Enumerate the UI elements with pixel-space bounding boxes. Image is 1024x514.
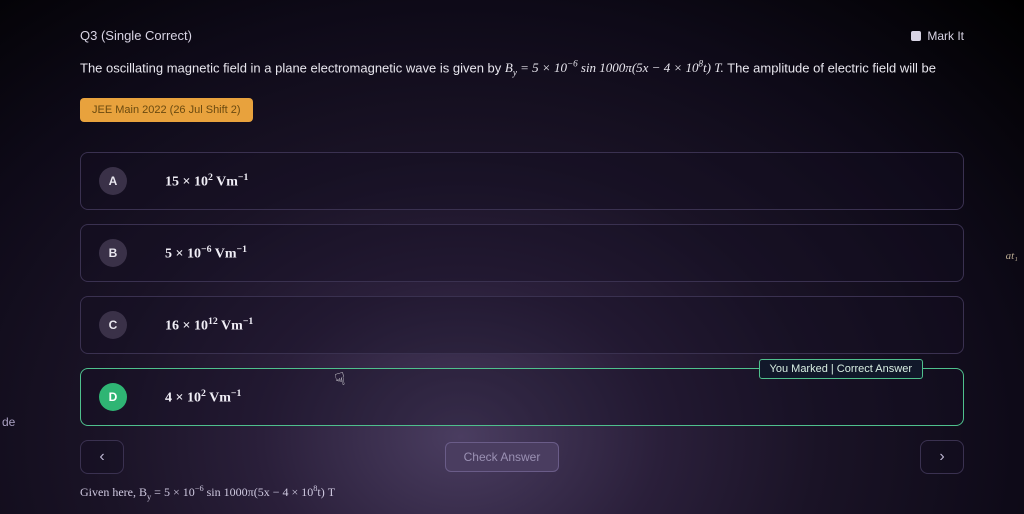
side-label-left: de [2,415,15,429]
option-text: 5 × 10−6 Vm−1 [165,244,247,263]
next-button[interactable]: › [920,440,964,474]
option-c[interactable]: C 16 × 1012 Vm−1 [80,296,964,354]
solution-preview: Given here, By = 5 × 10−6 sin 1000π(5x −… [80,484,964,501]
prev-button[interactable]: ‹ [80,440,124,474]
options-list: A 15 × 102 Vm−1 B 5 × 10−6 Vm−1 C 16 × 1012 V… [80,152,964,426]
option-letter: A [99,167,127,195]
option-a[interactable]: A 15 × 102 Vm−1 [80,152,964,210]
correct-answer-label: You Marked | Correct Answer [759,359,923,379]
option-letter: C [99,311,127,339]
option-b[interactable]: B 5 × 10−6 Vm−1 [80,224,964,282]
option-letter: D [99,383,127,411]
bookmark-icon [911,31,921,41]
option-text: 16 × 1012 Vm−1 [165,316,253,335]
option-text: 4 × 102 Vm−1 [165,388,241,407]
check-answer-button[interactable]: Check Answer [445,442,560,472]
option-text: 15 × 102 Vm−1 [165,172,248,191]
question-text: The oscillating magnetic field in a plan… [80,57,964,80]
question-pretext: The oscillating magnetic field in a plan… [80,60,505,75]
exam-tag-badge: JEE Main 2022 (26 Jul Shift 2) [80,98,253,122]
mark-it-button[interactable]: Mark It [911,29,964,43]
question-posttext: The amplitude of electric field will be [727,60,936,75]
option-letter: B [99,239,127,267]
question-formula: By = 5 × 10−6 sin 1000π(5x − 4 × 108t) T… [505,60,724,75]
mark-it-label: Mark It [927,29,964,43]
option-d[interactable]: You Marked | Correct AnswerD4 × 102 Vm−1 [80,368,964,426]
question-number: Q3 (Single Correct) [80,28,192,43]
side-label-right: at₁ [1006,250,1018,262]
